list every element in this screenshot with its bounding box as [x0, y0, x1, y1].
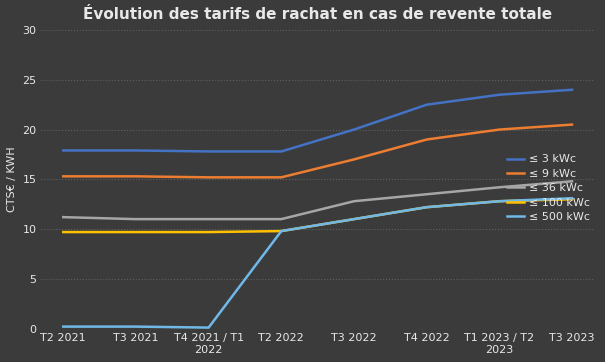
≤ 500 kWc	[278, 229, 285, 233]
Line: ≤ 500 kWc: ≤ 500 kWc	[64, 198, 572, 328]
≤ 100 kWc	[568, 197, 575, 201]
≤ 9 kWc	[423, 137, 430, 142]
Line: ≤ 9 kWc: ≤ 9 kWc	[64, 125, 572, 177]
≤ 500 kWc	[423, 205, 430, 209]
≤ 36 kWc	[568, 179, 575, 184]
≤ 3 kWc	[205, 149, 212, 153]
Legend: ≤ 3 kWc, ≤ 9 kWc, ≤ 36 kWc, ≤ 100 kWc, ≤ 500 kWc: ≤ 3 kWc, ≤ 9 kWc, ≤ 36 kWc, ≤ 100 kWc, ≤…	[504, 151, 594, 226]
≤ 9 kWc	[278, 175, 285, 180]
≤ 3 kWc	[278, 149, 285, 153]
≤ 36 kWc	[350, 199, 358, 203]
Line: ≤ 3 kWc: ≤ 3 kWc	[64, 90, 572, 151]
≤ 100 kWc	[423, 205, 430, 209]
≤ 3 kWc	[495, 93, 503, 97]
≤ 100 kWc	[350, 217, 358, 221]
≤ 100 kWc	[205, 230, 212, 234]
≤ 3 kWc	[568, 88, 575, 92]
Line: ≤ 100 kWc: ≤ 100 kWc	[64, 199, 572, 232]
≤ 36 kWc	[495, 185, 503, 189]
≤ 100 kWc	[132, 230, 140, 234]
≤ 500 kWc	[495, 199, 503, 203]
≤ 100 kWc	[278, 229, 285, 233]
≤ 9 kWc	[205, 175, 212, 180]
≤ 9 kWc	[568, 122, 575, 127]
≤ 3 kWc	[423, 102, 430, 107]
≤ 36 kWc	[132, 217, 140, 221]
Line: ≤ 36 kWc: ≤ 36 kWc	[64, 181, 572, 219]
≤ 100 kWc	[495, 199, 503, 203]
≤ 36 kWc	[423, 192, 430, 197]
≤ 500 kWc	[132, 324, 140, 329]
≤ 9 kWc	[132, 174, 140, 178]
≤ 500 kWc	[350, 217, 358, 221]
Title: Évolution des tarifs de rachat en cas de revente totale: Évolution des tarifs de rachat en cas de…	[83, 7, 552, 22]
≤ 36 kWc	[60, 215, 67, 219]
≤ 500 kWc	[568, 196, 575, 201]
≤ 9 kWc	[350, 157, 358, 161]
≤ 100 kWc	[60, 230, 67, 234]
≤ 36 kWc	[205, 217, 212, 221]
≤ 9 kWc	[495, 127, 503, 132]
≤ 9 kWc	[60, 174, 67, 178]
≤ 3 kWc	[350, 127, 358, 132]
≤ 500 kWc	[205, 325, 212, 330]
Y-axis label: CTS€ / KWH: CTS€ / KWH	[7, 147, 17, 212]
≤ 36 kWc	[278, 217, 285, 221]
≤ 3 kWc	[132, 148, 140, 153]
≤ 500 kWc	[60, 324, 67, 329]
≤ 3 kWc	[60, 148, 67, 153]
